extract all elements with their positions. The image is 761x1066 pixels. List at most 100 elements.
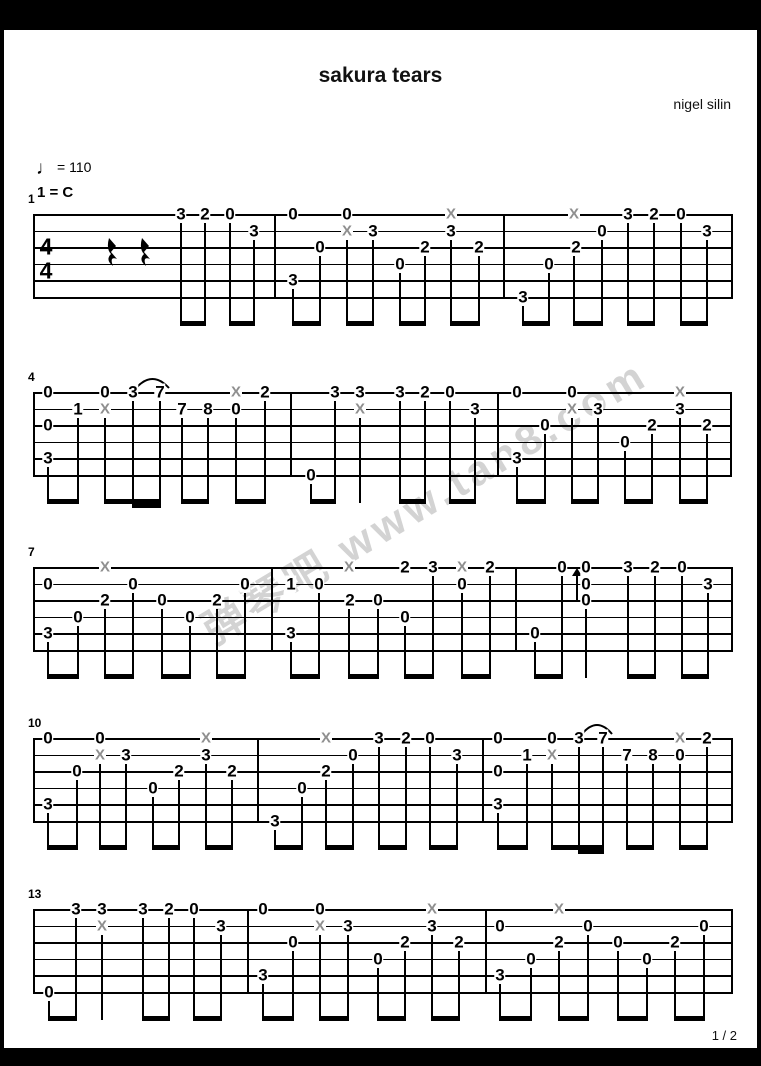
beam-bar xyxy=(679,499,708,504)
fret-number: 3 xyxy=(445,221,457,241)
note-stem xyxy=(558,951,560,1020)
note-stem xyxy=(75,918,77,1020)
beam-bar xyxy=(262,1016,294,1021)
note-stem xyxy=(152,796,154,849)
staff-line xyxy=(33,408,730,411)
fret-number: 0 xyxy=(313,574,325,594)
note-stem xyxy=(253,239,255,325)
beam-bar-secondary xyxy=(578,850,604,854)
beam-bar xyxy=(229,321,255,326)
note-stem xyxy=(499,984,501,1020)
note-stem xyxy=(325,780,327,849)
beam-bar xyxy=(681,674,709,679)
note-stem xyxy=(359,417,361,503)
barline xyxy=(33,567,35,652)
beam-bar xyxy=(617,1016,648,1021)
fret-number: 3 xyxy=(342,916,354,936)
strum-up-arrow-icon xyxy=(572,568,582,576)
note-stem xyxy=(77,417,79,503)
fret-number: 0 xyxy=(99,382,111,402)
note-stem xyxy=(450,239,452,325)
system-number: 1 xyxy=(28,192,35,206)
fret-number: 2 xyxy=(399,557,411,577)
note-stem xyxy=(99,763,101,849)
fret-number: 3 xyxy=(517,287,529,307)
fret-number: 3 xyxy=(701,221,713,241)
strum-arrow-line xyxy=(576,575,578,601)
beam-bar xyxy=(558,1016,589,1021)
fret-number: 0 xyxy=(347,745,359,765)
fret-number: 8 xyxy=(647,745,659,765)
beam-bar xyxy=(47,499,79,504)
note-stem xyxy=(76,780,78,849)
beam-bar xyxy=(571,499,599,504)
barline xyxy=(731,909,733,994)
tempo-marking: ♩ = 110 xyxy=(36,158,91,180)
beam-bar xyxy=(142,1016,170,1021)
tempo-value: = 110 xyxy=(57,159,92,175)
note-stem xyxy=(47,642,49,678)
fret-number: 0 xyxy=(287,204,299,224)
beam-bar xyxy=(235,499,266,504)
barline xyxy=(257,738,259,823)
beam-bar xyxy=(205,845,233,850)
fret-number: 1 xyxy=(285,574,297,594)
note-stem xyxy=(262,984,264,1020)
fret-number: 3 xyxy=(622,557,634,577)
fret-number: 0 xyxy=(257,899,269,919)
system-number: 13 xyxy=(28,887,42,901)
fret-number: 0 xyxy=(543,254,555,274)
note-stem xyxy=(77,625,79,678)
note-stem xyxy=(489,576,491,678)
fret-number: 7 xyxy=(154,382,166,402)
staff-line xyxy=(33,942,731,944)
fret-number: 2 xyxy=(400,728,412,748)
staff-line xyxy=(33,230,731,233)
note-stem xyxy=(585,609,587,678)
beam-bar xyxy=(310,499,336,504)
fret-number: 1 xyxy=(72,399,84,419)
note-stem xyxy=(587,934,589,1020)
beam-bar xyxy=(292,321,321,326)
note-stem xyxy=(229,223,231,325)
note-stem xyxy=(292,951,294,1020)
staff-line xyxy=(33,633,731,635)
note-stem xyxy=(47,813,49,849)
fret-number: 0 xyxy=(612,932,624,952)
fret-number: 3 xyxy=(592,399,604,419)
note-stem xyxy=(478,256,480,325)
fret-number: 2 xyxy=(570,237,582,257)
fret-number: 0 xyxy=(184,607,196,627)
beam-bar xyxy=(180,321,206,326)
note-stem xyxy=(651,434,653,503)
note-stem xyxy=(653,223,655,325)
muted-note-x: X xyxy=(313,917,327,935)
staff-line xyxy=(33,771,731,773)
fret-number: 7 xyxy=(621,745,633,765)
staff-line xyxy=(33,425,730,427)
note-stem xyxy=(372,239,374,325)
key-signature: 1 = C xyxy=(37,184,74,201)
beam-bar xyxy=(99,845,127,850)
fret-number: 2 xyxy=(259,382,271,402)
fret-number: 3 xyxy=(329,382,341,402)
fret-number: 0 xyxy=(230,399,242,419)
fret-number: 0 xyxy=(580,574,592,594)
note-stem xyxy=(522,306,524,325)
barline xyxy=(731,567,733,652)
fret-number: 2 xyxy=(646,415,658,435)
fret-number: 3 xyxy=(451,745,463,765)
fret-number: 0 xyxy=(596,221,608,241)
fret-number: 2 xyxy=(648,204,660,224)
note-stem xyxy=(571,417,573,503)
note-stem xyxy=(104,417,106,503)
note-stem xyxy=(142,918,144,1020)
fret-number: 2 xyxy=(320,761,332,781)
beam-bar xyxy=(534,674,563,679)
fret-number: 0 xyxy=(492,761,504,781)
staff-line xyxy=(33,754,731,757)
note-stem xyxy=(132,401,134,503)
staff-line xyxy=(33,475,730,477)
fret-number: 2 xyxy=(649,557,661,577)
staff-line xyxy=(33,392,730,394)
